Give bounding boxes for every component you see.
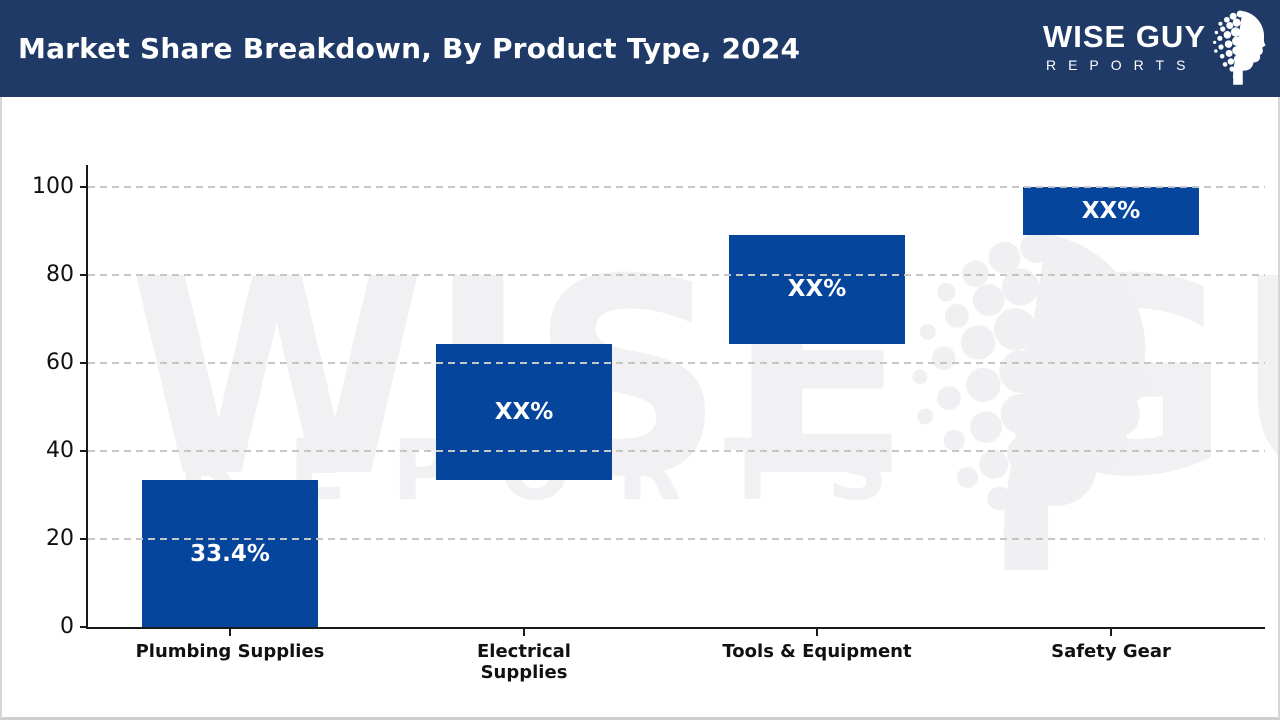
- bar-value-label-tools-equipment: XX%: [787, 276, 847, 303]
- bar-tools-equipment: XX%: [729, 234, 905, 345]
- bar-value-label-plumbing-supplies: 33.4%: [190, 540, 270, 567]
- logo-wordmark: WISE GUY: [1042, 19, 1206, 54]
- y-tick-100: [80, 186, 88, 188]
- logo-subtext: REPORTS: [1045, 57, 1198, 73]
- y-tick-label-20: 20: [46, 526, 74, 551]
- x-tick-safety-gear: [1110, 627, 1112, 636]
- x-axis-spine: [86, 627, 1265, 629]
- x-tick-electrical-supplies: [523, 627, 525, 636]
- y-tick-20: [80, 538, 88, 540]
- x-tick-label-safety-gear: Safety Gear: [1051, 641, 1171, 662]
- y-tick-0: [80, 626, 88, 628]
- y-tick-80: [80, 274, 88, 276]
- logo-head-icon: [1213, 10, 1266, 85]
- bar-value-label-electrical-supplies: XX%: [494, 399, 554, 426]
- y-tick-label-80: 80: [46, 262, 74, 287]
- gridline-80: [88, 274, 1265, 276]
- y-tick-label-40: 40: [46, 438, 74, 463]
- y-tick-label-60: 60: [46, 350, 74, 375]
- y-axis-spine: [86, 165, 88, 629]
- bar-electrical-supplies: XX%: [436, 344, 612, 481]
- x-tick-tools-equipment: [816, 627, 818, 636]
- bar-safety-gear: XX%: [1023, 187, 1199, 235]
- x-tick-label-plumbing-supplies: Plumbing Supplies: [135, 641, 325, 662]
- logo-text: WISE GUY REPORTS: [1043, 20, 1206, 74]
- bar-plumbing-supplies: 33.4%: [142, 480, 318, 627]
- y-tick-label-0: 0: [60, 614, 74, 639]
- gridline-100: [88, 186, 1265, 188]
- y-tick-40: [80, 450, 88, 452]
- gridline-20: [88, 538, 1265, 540]
- header-bar: Market Share Breakdown, By Product Type,…: [0, 0, 1280, 97]
- page-title: Market Share Breakdown, By Product Type,…: [18, 32, 801, 65]
- x-tick-label-tools-equipment: Tools & Equipment: [722, 641, 912, 662]
- gridline-60: [88, 362, 1265, 364]
- y-tick-60: [80, 362, 88, 364]
- gridline-40: [88, 450, 1265, 452]
- x-tick-plumbing-supplies: [229, 627, 231, 636]
- bar-value-label-safety-gear: XX%: [1081, 197, 1141, 224]
- wise-guy-reports-logo: WISE GUY REPORTS: [1043, 9, 1268, 85]
- watermark-head-icon: [912, 231, 1153, 570]
- y-tick-label-100: 100: [32, 174, 74, 199]
- x-tick-label-electrical-supplies: Electrical Supplies: [477, 641, 571, 683]
